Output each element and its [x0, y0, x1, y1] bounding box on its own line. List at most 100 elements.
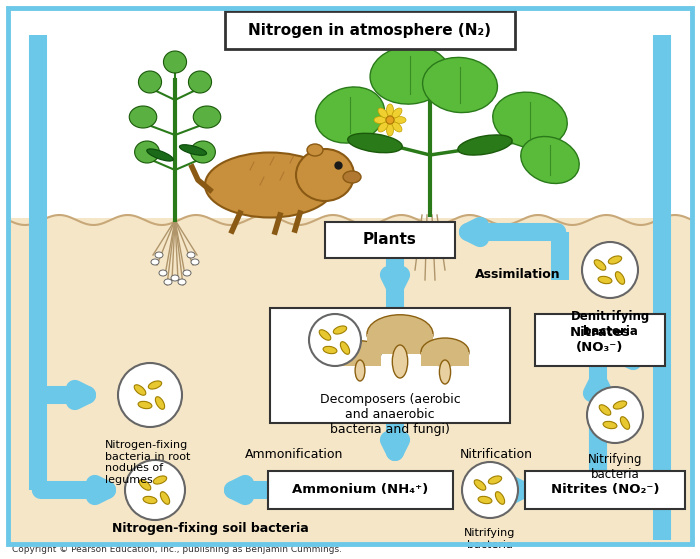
FancyBboxPatch shape [421, 352, 469, 366]
Ellipse shape [582, 242, 638, 298]
Text: Nitrogen in atmosphere (N₂): Nitrogen in atmosphere (N₂) [248, 22, 491, 37]
Ellipse shape [134, 385, 146, 395]
Text: Ammonification: Ammonification [245, 448, 344, 462]
Ellipse shape [151, 259, 159, 265]
Ellipse shape [421, 338, 469, 366]
Text: Nitrification: Nitrification [460, 448, 533, 462]
Ellipse shape [599, 405, 611, 415]
Ellipse shape [474, 480, 486, 490]
Ellipse shape [188, 71, 211, 93]
Ellipse shape [118, 363, 182, 427]
Ellipse shape [193, 106, 220, 128]
Ellipse shape [370, 46, 450, 104]
Ellipse shape [620, 416, 629, 429]
Ellipse shape [615, 272, 624, 285]
Ellipse shape [179, 145, 206, 155]
Ellipse shape [458, 135, 512, 155]
Text: Nitrites (NO₂⁻): Nitrites (NO₂⁻) [551, 484, 659, 496]
Ellipse shape [147, 149, 173, 161]
Ellipse shape [386, 124, 393, 136]
Ellipse shape [191, 259, 199, 265]
Ellipse shape [367, 315, 433, 353]
Ellipse shape [138, 401, 152, 409]
Ellipse shape [134, 141, 160, 163]
Ellipse shape [594, 260, 606, 270]
Ellipse shape [339, 341, 381, 365]
Ellipse shape [171, 275, 179, 281]
Ellipse shape [159, 270, 167, 276]
Ellipse shape [155, 397, 164, 409]
FancyBboxPatch shape [325, 222, 455, 258]
Text: Denitrifying
bacteria: Denitrifying bacteria [570, 310, 650, 338]
Ellipse shape [374, 116, 386, 124]
Ellipse shape [319, 330, 331, 340]
Ellipse shape [183, 270, 191, 276]
Ellipse shape [478, 496, 492, 504]
Ellipse shape [355, 360, 365, 381]
Text: Nitrogen-fixing
bacteria in root
nodules of
legumes: Nitrogen-fixing bacteria in root nodules… [105, 440, 190, 485]
Ellipse shape [392, 108, 402, 118]
FancyBboxPatch shape [339, 353, 381, 366]
Text: Nitrogen-fixing soil bacteria: Nitrogen-fixing soil bacteria [111, 522, 309, 535]
Ellipse shape [462, 462, 518, 518]
Ellipse shape [521, 136, 579, 183]
Ellipse shape [316, 87, 384, 143]
Text: Copyright © Pearson Education, Inc., publishing as Benjamin Cummings.: Copyright © Pearson Education, Inc., pub… [12, 545, 342, 554]
Ellipse shape [153, 476, 167, 484]
Ellipse shape [323, 347, 337, 354]
FancyBboxPatch shape [8, 8, 692, 218]
Ellipse shape [392, 345, 407, 378]
Ellipse shape [307, 144, 323, 156]
Ellipse shape [392, 122, 402, 132]
Ellipse shape [190, 141, 216, 163]
Ellipse shape [348, 133, 402, 153]
Ellipse shape [125, 460, 185, 520]
Ellipse shape [205, 153, 335, 217]
Ellipse shape [378, 122, 388, 132]
FancyBboxPatch shape [8, 218, 692, 543]
Ellipse shape [493, 92, 567, 148]
Ellipse shape [386, 104, 393, 116]
Ellipse shape [143, 496, 157, 504]
Ellipse shape [296, 149, 354, 201]
FancyBboxPatch shape [225, 11, 515, 49]
Text: Nitrifying
bacteria: Nitrifying bacteria [464, 528, 516, 549]
Ellipse shape [340, 342, 349, 354]
Ellipse shape [333, 326, 346, 334]
Ellipse shape [160, 492, 169, 504]
Ellipse shape [309, 314, 361, 366]
Ellipse shape [343, 171, 361, 183]
Ellipse shape [608, 256, 622, 264]
Text: Nitrifying
bacteria: Nitrifying bacteria [588, 453, 643, 481]
Ellipse shape [587, 387, 643, 443]
Ellipse shape [598, 276, 612, 283]
Ellipse shape [139, 71, 162, 93]
FancyBboxPatch shape [367, 334, 433, 354]
Text: Decomposers (aerobic
and anaerobic
bacteria and fungi): Decomposers (aerobic and anaerobic bacte… [320, 394, 461, 437]
Ellipse shape [440, 360, 451, 384]
Text: Plants: Plants [363, 233, 417, 248]
Ellipse shape [164, 279, 172, 285]
Ellipse shape [378, 108, 388, 118]
FancyBboxPatch shape [535, 314, 665, 366]
Ellipse shape [496, 492, 505, 504]
FancyBboxPatch shape [525, 471, 685, 509]
Ellipse shape [178, 279, 186, 285]
Ellipse shape [613, 401, 626, 409]
Ellipse shape [386, 116, 394, 124]
Text: Ammonium (NH₄⁺): Ammonium (NH₄⁺) [292, 484, 428, 496]
Ellipse shape [603, 421, 617, 429]
Text: Nitrates
(NO₃⁻): Nitrates (NO₃⁻) [570, 326, 631, 354]
Ellipse shape [187, 252, 195, 258]
Ellipse shape [394, 116, 406, 124]
Ellipse shape [163, 51, 186, 73]
Ellipse shape [489, 476, 502, 484]
Ellipse shape [423, 58, 498, 112]
Ellipse shape [139, 480, 150, 490]
Ellipse shape [130, 106, 157, 128]
FancyBboxPatch shape [267, 471, 452, 509]
FancyBboxPatch shape [270, 307, 510, 423]
Ellipse shape [155, 252, 163, 258]
Ellipse shape [148, 381, 162, 389]
Text: Assimilation: Assimilation [475, 268, 561, 282]
